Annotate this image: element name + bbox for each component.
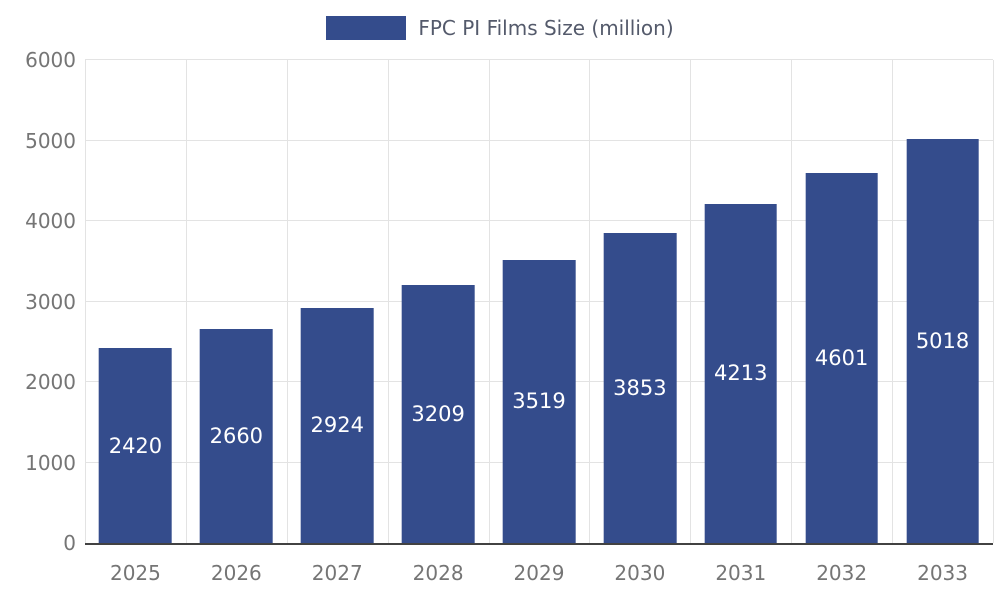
gridline-horizontal (85, 59, 993, 60)
y-tick-label: 0 (63, 531, 76, 555)
gridline-vertical (387, 60, 389, 543)
gridline-vertical (185, 60, 187, 543)
bar-2033: 5018 (906, 139, 979, 543)
y-tick-label: 2000 (25, 370, 76, 395)
y-axis: 0 1000 2000 3000 4000 5000 6000 (0, 48, 76, 555)
bar-value-label: 2660 (209, 423, 264, 448)
bar-value-label: 3519 (512, 389, 566, 414)
gridline-vertical (85, 60, 86, 543)
bar-2031: 4213 (704, 203, 778, 543)
bar-2025: 2420 (99, 348, 172, 543)
bar-value-label: 3853 (613, 375, 667, 400)
x-tick-label: 2026 (210, 561, 262, 585)
gridline-horizontal (85, 220, 993, 222)
bar-2027: 2924 (300, 307, 374, 543)
gridline-vertical (589, 60, 591, 543)
x-axis: 2025 2026 2027 2028 2029 2030 2031 2032 2033 (85, 549, 993, 593)
chart-legend[interactable]: FPC PI Films Size (million) (0, 16, 1000, 40)
plot-area: 2420 2660 2924 3209 3519 3853 4213 4601 5018 (85, 59, 994, 545)
bar-2026: 2660 (200, 328, 273, 543)
x-tick-label: 2027 (311, 561, 363, 585)
gridline-vertical (892, 60, 894, 543)
bar-2028: 3209 (401, 284, 475, 543)
y-tick-label: 4000 (25, 209, 76, 234)
y-tick-label: 3000 (25, 289, 76, 314)
bar-value-label: 2924 (310, 413, 364, 438)
bar-value-label: 5018 (915, 329, 970, 354)
gridline-vertical (993, 60, 994, 543)
bar-2030: 3853 (603, 232, 677, 543)
x-tick-label: 2029 (513, 561, 565, 585)
legend-label: FPC PI Films Size (million) (418, 16, 674, 40)
bar-value-label: 4601 (814, 345, 869, 370)
y-tick-label: 6000 (25, 48, 76, 72)
y-tick-label: 5000 (25, 128, 76, 153)
x-tick-label: 2033 (917, 561, 968, 585)
bar-value-label: 3209 (411, 401, 465, 426)
bar-value-label: 4213 (714, 361, 768, 386)
x-tick-label: 2025 (109, 561, 161, 585)
legend-swatch-icon (326, 16, 407, 40)
gridline-vertical (690, 60, 692, 543)
y-tick-label: 1000 (25, 450, 76, 475)
gridline-vertical (791, 60, 793, 543)
x-tick-label: 2032 (816, 561, 868, 585)
gridline-vertical (286, 60, 288, 543)
gridline-horizontal (85, 139, 993, 141)
x-tick-label: 2030 (614, 561, 666, 585)
bar-value-label: 2420 (108, 433, 163, 458)
gridline-vertical (488, 60, 490, 543)
bar-2029: 3519 (502, 259, 576, 543)
bar-2032: 4601 (805, 172, 878, 543)
x-tick-label: 2031 (715, 561, 767, 585)
x-tick-label: 2028 (412, 561, 464, 585)
